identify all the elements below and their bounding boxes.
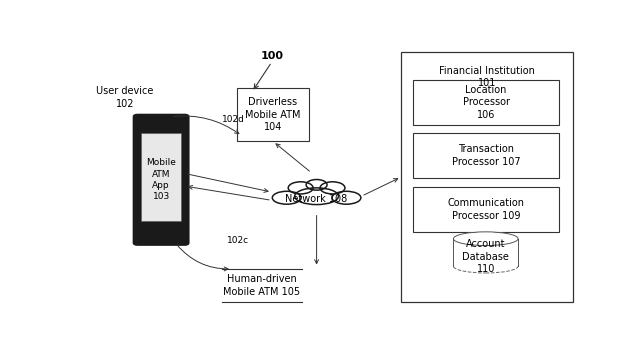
Bar: [413, 133, 559, 178]
Text: Driverless
Mobile ATM
104: Driverless Mobile ATM 104: [245, 97, 301, 132]
Text: User device
102: User device 102: [96, 86, 153, 109]
Text: 102d: 102d: [222, 115, 245, 124]
Bar: [237, 88, 309, 141]
Ellipse shape: [272, 191, 301, 204]
Text: Location
Processor
106: Location Processor 106: [462, 84, 510, 120]
Text: 102c: 102c: [227, 236, 249, 245]
FancyBboxPatch shape: [134, 115, 189, 245]
Ellipse shape: [295, 188, 338, 205]
Ellipse shape: [332, 191, 361, 204]
Text: Transaction
Processor 107: Transaction Processor 107: [452, 145, 520, 167]
Bar: [141, 133, 181, 221]
Text: 100: 100: [260, 51, 283, 61]
Text: Network 108: Network 108: [286, 194, 348, 204]
Text: Communication
Processor 109: Communication Processor 109: [447, 198, 525, 221]
Bar: [413, 187, 559, 232]
Bar: [413, 80, 559, 125]
Bar: [453, 239, 518, 266]
Text: Account
Database
110: Account Database 110: [462, 239, 509, 274]
Text: Human-driven
Mobile ATM 105: Human-driven Mobile ATM 105: [223, 274, 300, 297]
Bar: [401, 52, 573, 302]
Ellipse shape: [453, 259, 518, 273]
Ellipse shape: [306, 179, 327, 190]
Text: Financial Institution
101: Financial Institution 101: [439, 66, 535, 88]
Text: Mobile
ATM
App
103: Mobile ATM App 103: [146, 158, 176, 201]
Ellipse shape: [288, 182, 313, 194]
Ellipse shape: [453, 232, 518, 246]
Ellipse shape: [320, 182, 345, 194]
